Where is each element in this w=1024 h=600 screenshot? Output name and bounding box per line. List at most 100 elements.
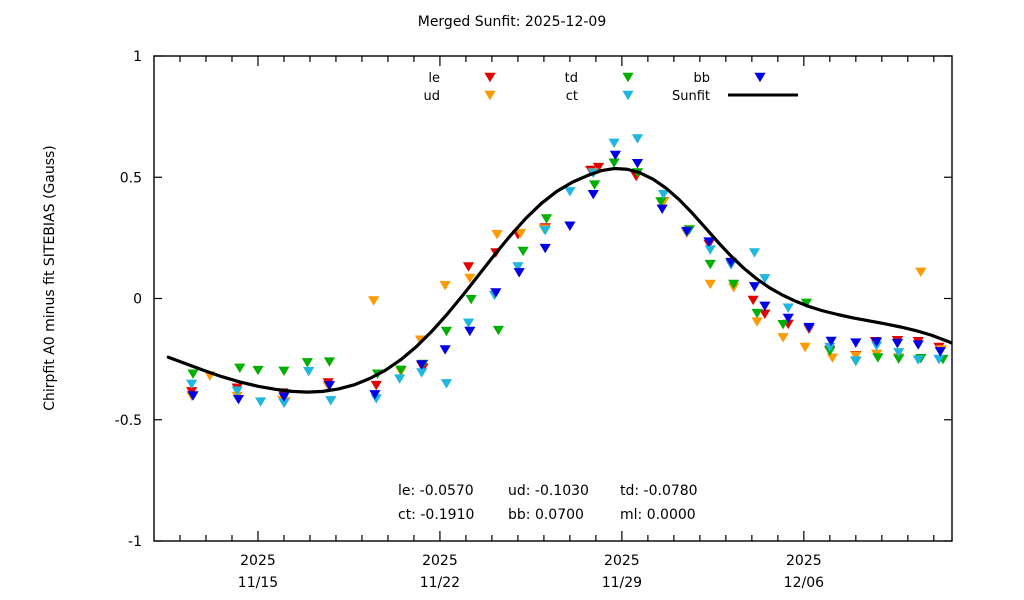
data-point-le xyxy=(747,295,759,306)
data-point-bb xyxy=(278,392,290,402)
annotation-text: ud: -0.1030 xyxy=(508,483,589,499)
data-point-ud xyxy=(514,228,527,239)
data-point-ct xyxy=(782,303,794,313)
data-point-ct xyxy=(440,379,453,389)
data-point-ct xyxy=(657,190,670,200)
data-point-ct xyxy=(704,245,716,255)
x-tick-label-year: 2025 xyxy=(422,553,458,569)
legend-marker-bb xyxy=(754,72,766,83)
data-point-ct xyxy=(462,318,475,328)
data-point-ct xyxy=(933,354,945,365)
legend-label-Sunfit: Sunfit xyxy=(672,89,710,104)
annotation-text: ct: -0.1910 xyxy=(398,507,474,523)
data-point-ct xyxy=(748,248,761,258)
data-point-ud xyxy=(915,267,927,278)
legend-label-bb: bb xyxy=(693,71,710,86)
data-point-bb xyxy=(439,345,451,355)
legend-marker-td xyxy=(622,72,634,83)
data-point-td xyxy=(323,357,336,367)
legend-marker-ud xyxy=(484,90,496,101)
data-point-ud xyxy=(751,317,763,327)
data-point-bb xyxy=(759,301,771,311)
annotation-text: le: -0.0570 xyxy=(398,483,474,499)
data-point-td xyxy=(395,365,407,375)
legend-marker-ct xyxy=(622,90,634,101)
data-point-bb xyxy=(891,338,904,349)
data-point-ct xyxy=(254,397,267,407)
y-tick-label: 1 xyxy=(133,49,142,65)
data-point-td xyxy=(751,308,763,319)
sunfit-curve xyxy=(166,166,952,394)
data-point-bb xyxy=(953,350,964,359)
plot-frame xyxy=(153,55,953,542)
data-point-bb xyxy=(416,360,428,370)
data-point-ct xyxy=(394,374,406,384)
data-point-ct xyxy=(564,187,576,197)
data-point-le xyxy=(970,355,981,364)
data-point-ud xyxy=(799,342,811,353)
annotation-text: td: -0.0780 xyxy=(620,483,698,499)
legend-label-ct: ct xyxy=(566,89,578,104)
annotation-text: bb: 0.0700 xyxy=(508,507,584,523)
legend-label-le: le xyxy=(428,71,440,86)
annotation-text: ml: 0.0000 xyxy=(620,507,696,523)
data-point-td xyxy=(465,295,477,305)
data-point-le xyxy=(462,262,475,272)
data-point-ct xyxy=(278,398,290,408)
data-point-ct xyxy=(850,356,862,366)
data-point-td xyxy=(588,180,601,190)
data-point-td xyxy=(893,354,905,364)
data-point-ct xyxy=(512,262,524,272)
data-point-ud xyxy=(464,273,476,284)
data-point-ud xyxy=(826,353,839,363)
data-point-bb xyxy=(232,394,245,405)
data-point-ct xyxy=(759,274,771,284)
data-point-td xyxy=(492,325,505,336)
data-point-bb xyxy=(912,340,924,350)
data-point-ct xyxy=(608,138,620,149)
data-point-bb xyxy=(703,237,715,247)
data-point-ct xyxy=(539,225,551,236)
data-point-bb xyxy=(323,381,336,391)
x-tick-label-year: 2025 xyxy=(786,553,822,569)
x-tick-label-date: 11/15 xyxy=(238,575,278,591)
data-point-td xyxy=(540,214,553,224)
data-point-le xyxy=(759,309,771,319)
data-point-ct xyxy=(968,359,979,368)
data-point-ct xyxy=(303,367,315,377)
y-tick-label: -0.5 xyxy=(115,413,142,429)
data-point-bb xyxy=(539,243,551,254)
data-point-td xyxy=(301,358,313,368)
data-point-td xyxy=(655,197,667,207)
data-point-ud xyxy=(439,280,451,291)
data-point-bb xyxy=(564,221,576,231)
chart-title: Merged Sunfit: 2025-12-09 xyxy=(417,14,607,30)
data-point-td xyxy=(278,366,290,376)
x-tick-label-year: 2025 xyxy=(604,553,640,569)
data-point-bb xyxy=(490,288,502,298)
data-point-ud xyxy=(777,333,789,343)
y-tick-label: 0 xyxy=(133,292,142,308)
data-point-bb xyxy=(934,347,946,357)
data-point-bb xyxy=(369,390,381,400)
data-point-ct xyxy=(231,386,243,396)
data-point-ud xyxy=(368,296,380,306)
data-point-td xyxy=(234,363,246,374)
x-tick-label-year: 2025 xyxy=(240,553,276,569)
y-tick-label: 0.5 xyxy=(120,170,142,186)
data-point-le xyxy=(592,162,605,173)
data-point-ct xyxy=(824,342,836,353)
data-point-ct xyxy=(186,379,198,390)
data-point-bb xyxy=(656,204,668,214)
data-point-td xyxy=(777,320,789,330)
data-point-bb xyxy=(587,190,599,200)
data-point-bb xyxy=(631,158,644,169)
data-point-td xyxy=(252,365,264,376)
data-point-bb xyxy=(871,337,883,347)
data-point-bb xyxy=(513,268,525,278)
legend-marker-le xyxy=(484,72,496,83)
data-point-ct xyxy=(325,396,337,406)
data-point-ct xyxy=(893,348,905,358)
